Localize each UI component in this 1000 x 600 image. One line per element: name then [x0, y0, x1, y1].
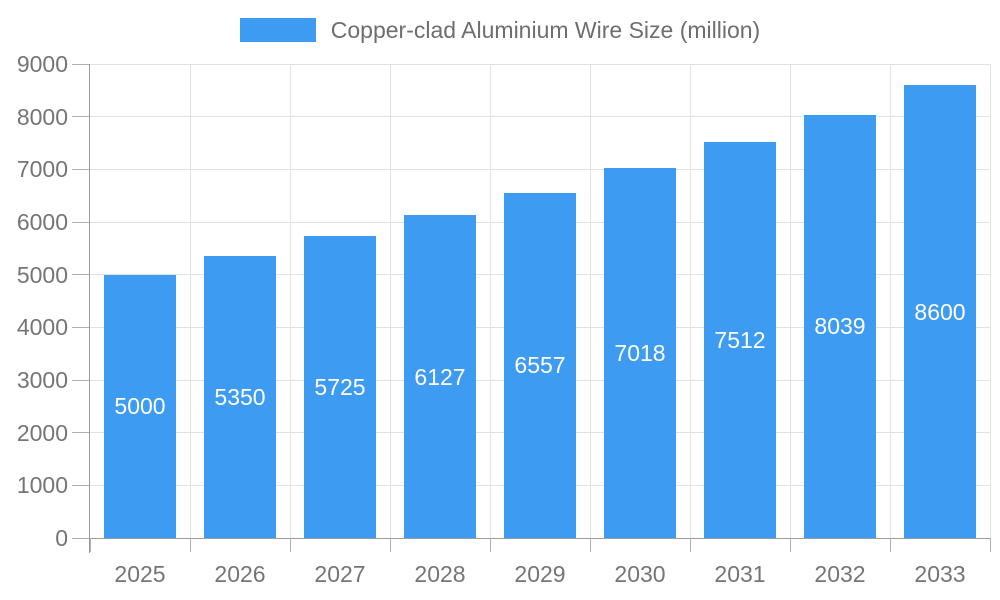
y-axis-tick	[72, 168, 90, 170]
x-axis-label: 2028	[414, 561, 466, 587]
y-axis-tick	[72, 379, 90, 381]
x-axis-label: 2030	[614, 561, 666, 587]
y-tick-label: 1000	[16, 472, 68, 499]
y-tick-label: 6000	[16, 209, 68, 235]
bar-2033[interactable]	[904, 85, 976, 538]
y-axis-tick	[72, 116, 90, 118]
x-axis-label: 2027	[314, 561, 366, 587]
gridline-horizontal	[90, 168, 990, 170]
y-axis-tick	[72, 484, 90, 486]
gridline-vertical	[889, 64, 891, 538]
x-axis-tick	[889, 538, 891, 552]
x-axis-tick	[489, 538, 491, 552]
y-axis-tick	[72, 63, 90, 65]
bar-2028[interactable]	[404, 215, 476, 538]
bar-2029[interactable]	[504, 192, 576, 538]
y-axis-tick	[72, 221, 90, 223]
gridline-vertical	[189, 64, 191, 538]
x-axis-label: 2031	[714, 561, 766, 587]
x-axis-label: 2026	[214, 561, 266, 587]
x-axis-tick	[589, 538, 591, 552]
y-axis-tick	[72, 432, 90, 434]
gridline-horizontal	[90, 63, 990, 65]
bar-2027[interactable]	[304, 236, 376, 538]
bar-2030[interactable]	[604, 168, 676, 538]
y-axis-tick	[72, 326, 90, 328]
y-axis-line	[89, 64, 90, 553]
x-axis-tick	[189, 538, 191, 552]
y-axis-tick	[72, 274, 90, 276]
y-tick-label: 7000	[16, 156, 68, 183]
gridline-vertical	[389, 64, 391, 538]
bar-value-label: 7512	[714, 327, 766, 354]
y-tick-label: 5000	[16, 261, 68, 288]
y-tick-label: 8000	[16, 103, 68, 130]
bar-value-label: 6127	[414, 363, 466, 390]
y-tick-label: 9000	[16, 51, 68, 77]
gridline-vertical	[289, 64, 291, 538]
x-axis-label: 2033	[914, 561, 966, 587]
legend-label: Copper-clad Aluminium Wire Size (million…	[330, 17, 761, 43]
x-axis-tick	[989, 538, 991, 552]
gridline-vertical	[589, 64, 591, 538]
x-axis-baseline	[90, 537, 990, 539]
x-axis-tick	[289, 538, 291, 552]
gridline-vertical	[789, 64, 791, 538]
gridline-vertical	[989, 64, 991, 538]
bar-value-label: 8039	[814, 313, 866, 340]
bar-value-label: 5350	[214, 384, 266, 411]
chart-legend[interactable]: Copper-clad Aluminium Wire Size (million…	[0, 17, 1000, 43]
y-axis-tick	[72, 537, 90, 539]
gridline-horizontal	[90, 116, 990, 118]
x-axis-label: 2025	[114, 561, 166, 587]
y-tick-label: 4000	[16, 314, 68, 341]
bar-value-label: 8600	[914, 298, 966, 325]
bar-value-label: 6557	[514, 352, 566, 379]
gridline-vertical	[489, 64, 491, 538]
y-tick-label: 0	[55, 525, 68, 551]
bar-2026[interactable]	[204, 256, 276, 538]
bar-value-label: 5000	[114, 393, 166, 420]
bar-2031[interactable]	[704, 142, 776, 538]
x-axis-tick	[689, 538, 691, 552]
x-axis-label: 2029	[514, 561, 566, 587]
bar-2025[interactable]	[104, 274, 176, 538]
y-tick-label: 2000	[16, 419, 68, 446]
x-axis-label: 2032	[814, 561, 866, 587]
legend-swatch	[239, 18, 316, 42]
gridline-vertical	[689, 64, 691, 538]
bar-2032[interactable]	[804, 114, 876, 538]
x-axis-tick	[89, 538, 91, 552]
x-axis-tick	[789, 538, 791, 552]
bar-value-label: 7018	[614, 340, 666, 367]
bar-value-label: 5725	[314, 374, 366, 401]
x-axis-tick	[389, 538, 391, 552]
y-tick-label: 3000	[16, 367, 68, 393]
